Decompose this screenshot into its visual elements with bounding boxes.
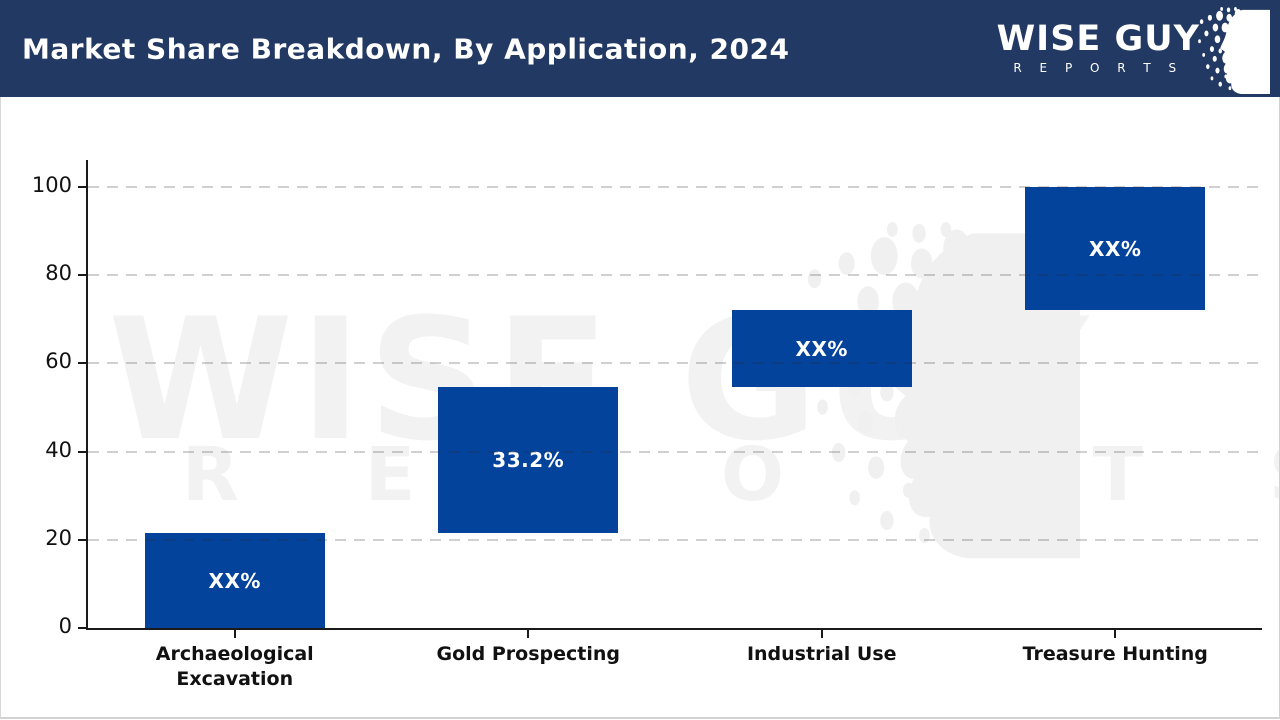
gridline	[88, 450, 1262, 453]
x-axis-tick	[233, 630, 236, 638]
y-tick-label: 60	[45, 349, 72, 374]
bar-value-label: XX%	[1089, 236, 1142, 261]
y-axis-tick	[78, 627, 88, 629]
y-axis-line	[86, 160, 88, 630]
y-tick-label: 0	[58, 614, 72, 638]
gridline	[88, 186, 1262, 188]
x-axis-line	[86, 628, 1262, 630]
header-bar: Market Share Breakdown, By Application, …	[0, 0, 1280, 97]
gridline	[88, 274, 1262, 277]
y-tick-label: 40	[45, 437, 72, 462]
bar-segment: 33.2%	[438, 386, 619, 534]
y-axis-tick	[78, 274, 88, 277]
y-tick-label: 20	[45, 525, 72, 550]
y-axis-tick	[78, 450, 88, 453]
x-category-label: Archaeological Excavation	[155, 643, 314, 690]
y-axis-tick	[78, 186, 88, 188]
bar-value-label: XX%	[208, 568, 261, 593]
y-axis-tick	[78, 362, 88, 365]
gridline	[88, 538, 1262, 541]
page-title: Market Share Breakdown, By Application, …	[22, 32, 790, 65]
bar-segment: XX%	[731, 310, 912, 387]
bar-value-label: XX%	[795, 336, 848, 361]
y-axis-tick	[78, 538, 88, 541]
wiseguy-face-logo-icon	[1194, 7, 1270, 99]
brand-subtitle: R E P O R T S	[1013, 60, 1184, 75]
brand-name: WISE GUY	[996, 19, 1200, 59]
x-axis-tick	[1114, 630, 1117, 638]
y-tick-label: 100	[31, 173, 72, 197]
bar-segment: XX%	[144, 533, 325, 628]
x-axis-tick	[820, 630, 823, 638]
watermark-text-line2: R E P O R T S	[182, 432, 1280, 518]
x-category-label: Treasure Hunting	[1022, 643, 1208, 665]
gridline	[88, 362, 1262, 365]
brand-logo: WISE GUY R E P O R T S	[997, 5, 1270, 95]
bar-value-label: 33.2%	[492, 447, 565, 472]
x-category-label: Industrial Use	[746, 643, 897, 665]
y-tick-label: 80	[45, 261, 72, 286]
x-axis-tick	[527, 630, 530, 638]
x-category-label: Gold Prospecting	[436, 643, 620, 665]
bar-segment: XX%	[1025, 187, 1206, 311]
